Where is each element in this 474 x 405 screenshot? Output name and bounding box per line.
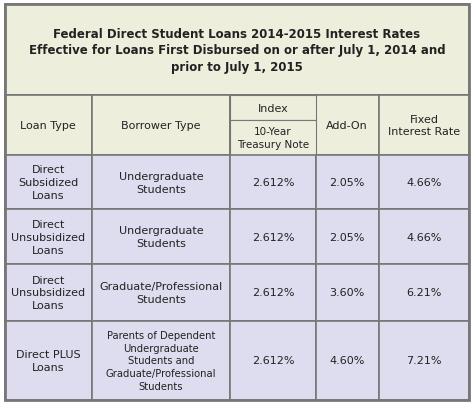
Bar <box>379 210 469 264</box>
Bar <box>230 96 316 121</box>
Bar <box>316 264 379 321</box>
Bar <box>5 96 469 156</box>
Text: 2.612%: 2.612% <box>252 232 294 242</box>
Bar <box>5 96 91 156</box>
Bar <box>91 264 230 321</box>
Bar <box>379 264 469 321</box>
Text: Loan Type: Loan Type <box>20 121 76 131</box>
Bar <box>230 264 316 321</box>
Text: Borrower Type: Borrower Type <box>121 121 201 131</box>
Text: Graduate/Professional
Students: Graduate/Professional Students <box>100 281 223 304</box>
Bar <box>91 321 230 400</box>
Text: 2.612%: 2.612% <box>252 178 294 188</box>
Text: 2.05%: 2.05% <box>329 232 365 242</box>
Text: Index: Index <box>258 104 288 113</box>
Bar <box>316 321 379 400</box>
Text: 2.05%: 2.05% <box>329 178 365 188</box>
Bar <box>5 5 469 96</box>
Bar <box>5 264 91 321</box>
Text: 2.612%: 2.612% <box>252 356 294 365</box>
Text: 6.21%: 6.21% <box>406 288 442 298</box>
Text: 3.60%: 3.60% <box>329 288 365 298</box>
Bar <box>230 96 316 156</box>
Bar <box>230 156 316 210</box>
Bar <box>91 96 230 156</box>
Text: Direct
Unsubsidized
Loans: Direct Unsubsidized Loans <box>11 275 85 310</box>
Bar <box>5 210 91 264</box>
Bar <box>316 156 379 210</box>
Text: 2.612%: 2.612% <box>252 288 294 298</box>
Bar <box>316 96 379 156</box>
Text: Direct
Unsubsidized
Loans: Direct Unsubsidized Loans <box>11 220 85 255</box>
Bar <box>230 121 316 156</box>
Bar <box>316 210 379 264</box>
Text: Fixed
Interest Rate: Fixed Interest Rate <box>388 114 460 137</box>
Text: 4.66%: 4.66% <box>406 178 442 188</box>
Bar <box>379 321 469 400</box>
Bar <box>5 156 91 210</box>
Text: 4.66%: 4.66% <box>406 232 442 242</box>
Text: Add-On: Add-On <box>327 121 368 131</box>
Text: 10-Year
Treasury Note: 10-Year Treasury Note <box>237 127 309 149</box>
Bar <box>230 210 316 264</box>
Text: Parents of Dependent
Undergraduate
Students and
Graduate/Professional
Students: Parents of Dependent Undergraduate Stude… <box>106 330 216 391</box>
Bar <box>379 156 469 210</box>
Text: 7.21%: 7.21% <box>406 356 442 365</box>
Text: Federal Direct Student Loans 2014-2015 Interest Rates
Effective for Loans First : Federal Direct Student Loans 2014-2015 I… <box>29 28 445 73</box>
Bar <box>230 321 316 400</box>
Text: Direct PLUS
Loans: Direct PLUS Loans <box>16 349 81 372</box>
Text: Undergraduate
Students: Undergraduate Students <box>118 171 203 194</box>
Bar <box>91 210 230 264</box>
Text: Undergraduate
Students: Undergraduate Students <box>118 226 203 249</box>
Text: Direct
Subsidized
Loans: Direct Subsidized Loans <box>18 165 79 200</box>
Bar <box>5 321 91 400</box>
Bar <box>379 96 469 156</box>
Text: 4.60%: 4.60% <box>329 356 365 365</box>
Bar <box>91 156 230 210</box>
